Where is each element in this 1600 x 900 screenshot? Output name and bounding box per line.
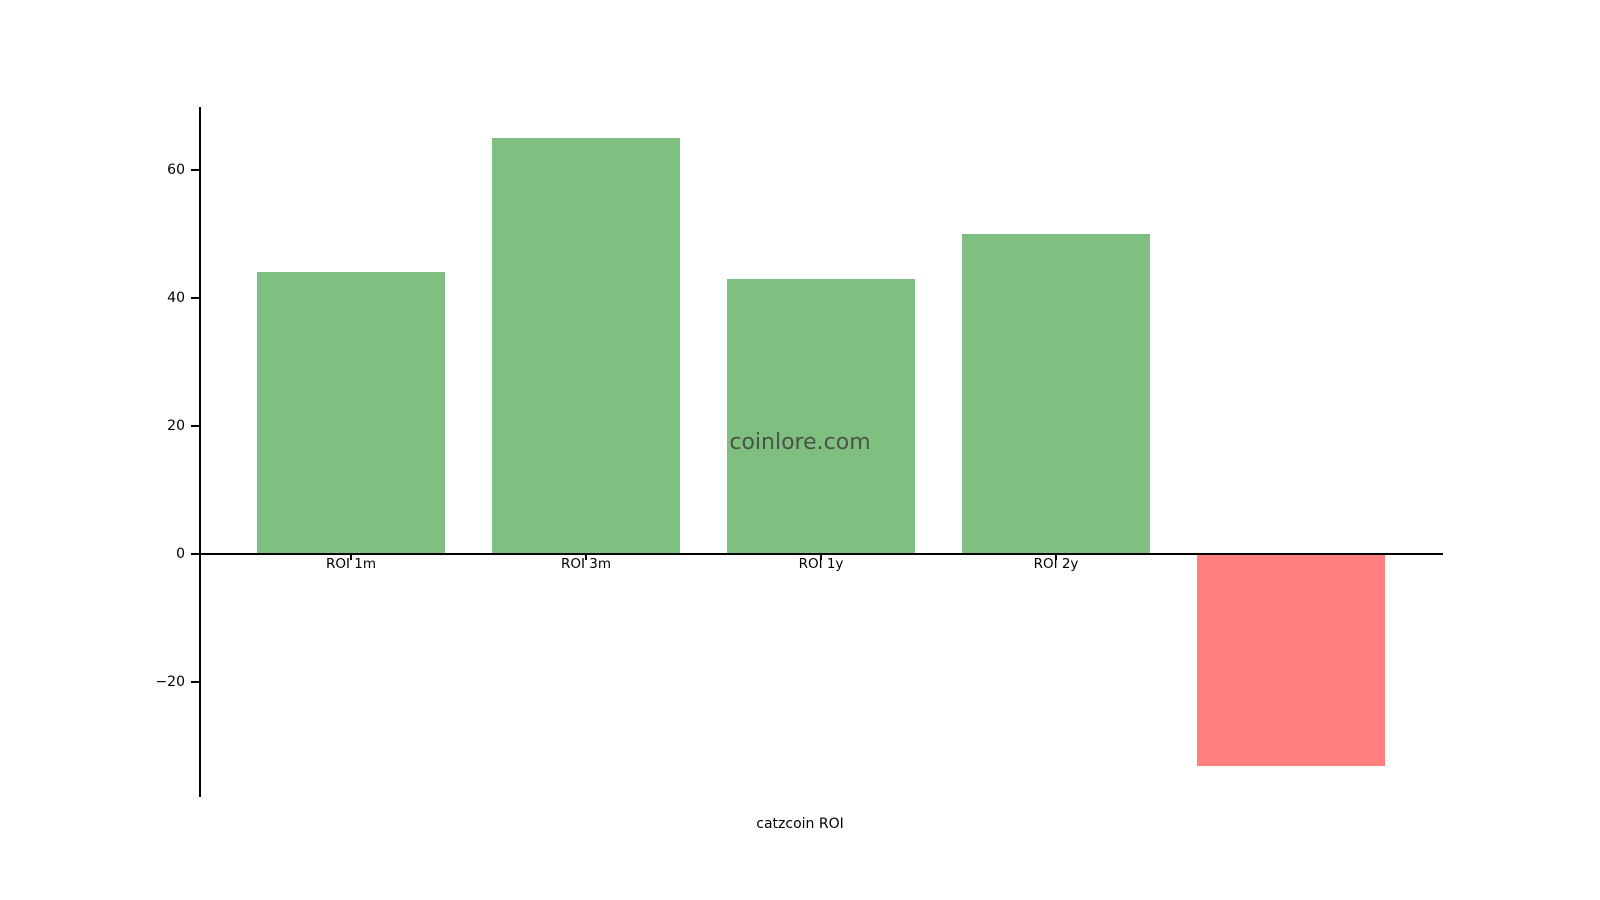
y-axis-tick-label: 60	[167, 162, 185, 178]
bar-roi-1m	[257, 272, 445, 554]
x-axis-tick	[820, 554, 822, 560]
y-axis-tick	[191, 169, 199, 171]
x-axis-tick	[585, 554, 587, 560]
y-axis-tick	[191, 681, 199, 683]
y-axis-tick	[191, 297, 199, 299]
y-axis-spine	[199, 107, 201, 797]
x-axis-tick-label: ROI 1y	[798, 556, 844, 572]
x-axis-tick	[1055, 554, 1057, 560]
y-axis-tick-label: −20	[155, 674, 185, 690]
x-axis-line	[199, 553, 1443, 555]
y-axis-tick	[191, 553, 199, 555]
x-axis-tick	[350, 554, 352, 560]
y-axis-tick	[191, 425, 199, 427]
y-axis-tick-label: 0	[176, 546, 185, 562]
watermark: coinlore.com	[729, 430, 871, 455]
x-axis-tick-label: ROI 2y	[1033, 556, 1079, 572]
x-axis-tick-label: ROI 3m	[560, 556, 612, 572]
chart-title: catzcoin ROI	[756, 816, 844, 832]
bar-roi-2y	[962, 234, 1150, 554]
y-axis-tick-label: 40	[167, 290, 185, 306]
bar-roi-1y	[727, 279, 915, 554]
bar-roi-3m	[492, 138, 680, 554]
x-axis-tick-label: ROI 1m	[325, 556, 377, 572]
y-axis-tick-label: 20	[167, 418, 185, 434]
bar-negative	[1197, 555, 1385, 766]
